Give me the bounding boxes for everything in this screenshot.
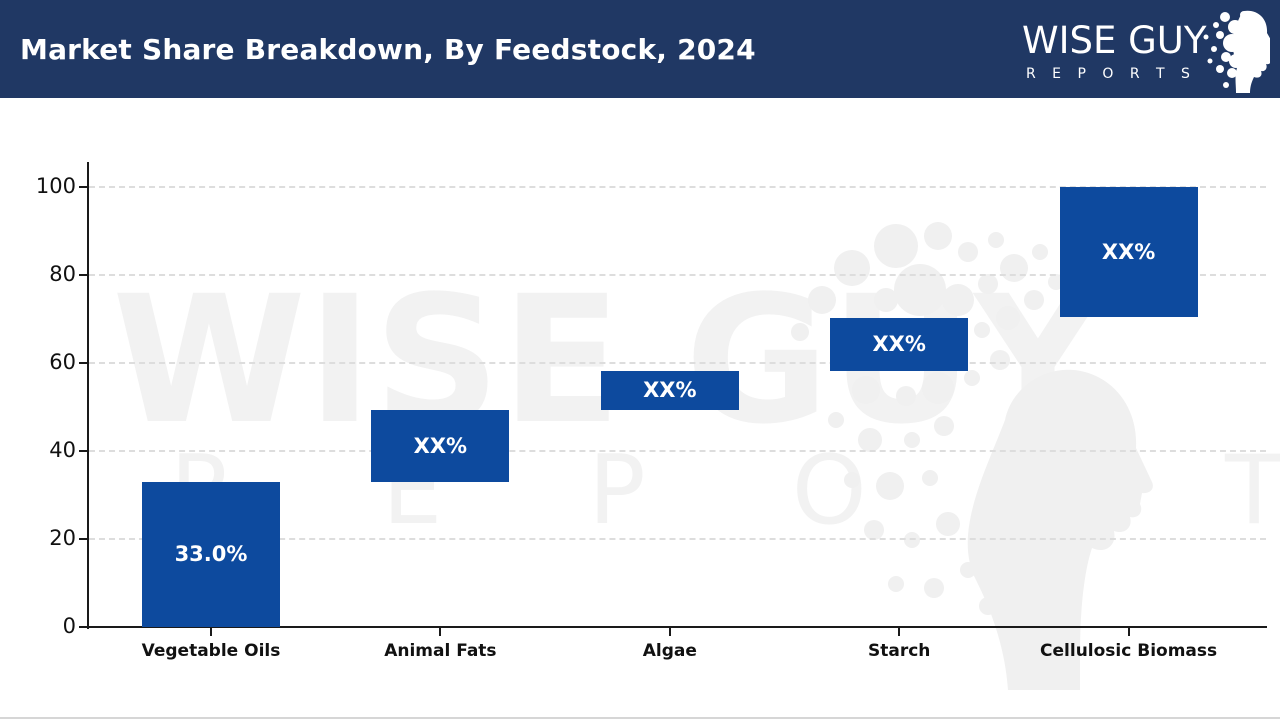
x-tick-mark [898, 628, 901, 636]
gridline-y-80 [89, 274, 1266, 276]
y-tick-mark [79, 362, 88, 364]
bar-value-label: XX% [1101, 240, 1156, 265]
gridline-y-100 [89, 186, 1266, 188]
x-category-label-animal-fats: Animal Fats [384, 641, 497, 661]
gridline-y-40 [89, 450, 1266, 452]
bar-cellulosic-biomass: XX% [1059, 187, 1198, 318]
x-category-label-starch: Starch [867, 641, 931, 661]
y-tick-label: 0 [62, 614, 76, 638]
x-category-label-algae: Algae [642, 641, 697, 661]
chart-title: Market Share Breakdown, By Feedstock, 20… [20, 32, 756, 66]
x-tick-mark [668, 628, 671, 636]
y-tick-mark [79, 538, 88, 540]
bottom-border-line [0, 717, 1280, 719]
bar-value-label: XX% [413, 433, 468, 458]
logo-subtext: R E P O R T S [1026, 66, 1196, 82]
bar-value-label: 33.0% [174, 542, 248, 567]
bar-value-label: XX% [872, 332, 926, 357]
y-tick-mark [79, 626, 88, 628]
y-tick-mark [79, 450, 88, 452]
y-tick-label: 100 [35, 174, 76, 198]
bar-starch: XX% [830, 317, 969, 371]
y-tick-label: 80 [49, 262, 76, 286]
logo-wordmark: WISE GUY [1022, 19, 1207, 62]
x-axis-line [87, 626, 1267, 628]
x-tick-mark [210, 628, 212, 636]
logo-face-icon [1203, 10, 1270, 93]
header-bar: Market Share Breakdown, By Feedstock, 20… [0, 0, 1280, 98]
y-tick-label: 40 [49, 438, 76, 462]
x-tick-mark [1127, 628, 1130, 636]
y-tick-mark [79, 186, 88, 188]
bar-vegetable-oils: 33.0% [142, 481, 280, 627]
y-tick-label: 60 [49, 350, 76, 374]
bar-animal-fats: XX% [371, 409, 510, 482]
x-category-label-vegetable-oils: Vegetable Oils [141, 641, 281, 661]
x-tick-mark [439, 628, 442, 636]
bar-algae: XX% [600, 371, 739, 410]
y-axis-line [87, 162, 89, 629]
x-category-label-cellulosic-biomass: Cellulosic Biomass [1040, 641, 1218, 661]
wiseguy-reports-logo: WISE GUY R E P O R T S [1022, 10, 1270, 93]
y-tick-label: 20 [49, 526, 76, 550]
gridline-y-20 [89, 538, 1266, 540]
bar-value-label: XX% [643, 378, 697, 403]
y-tick-mark [79, 274, 88, 276]
gridline-y-60 [89, 362, 1266, 364]
